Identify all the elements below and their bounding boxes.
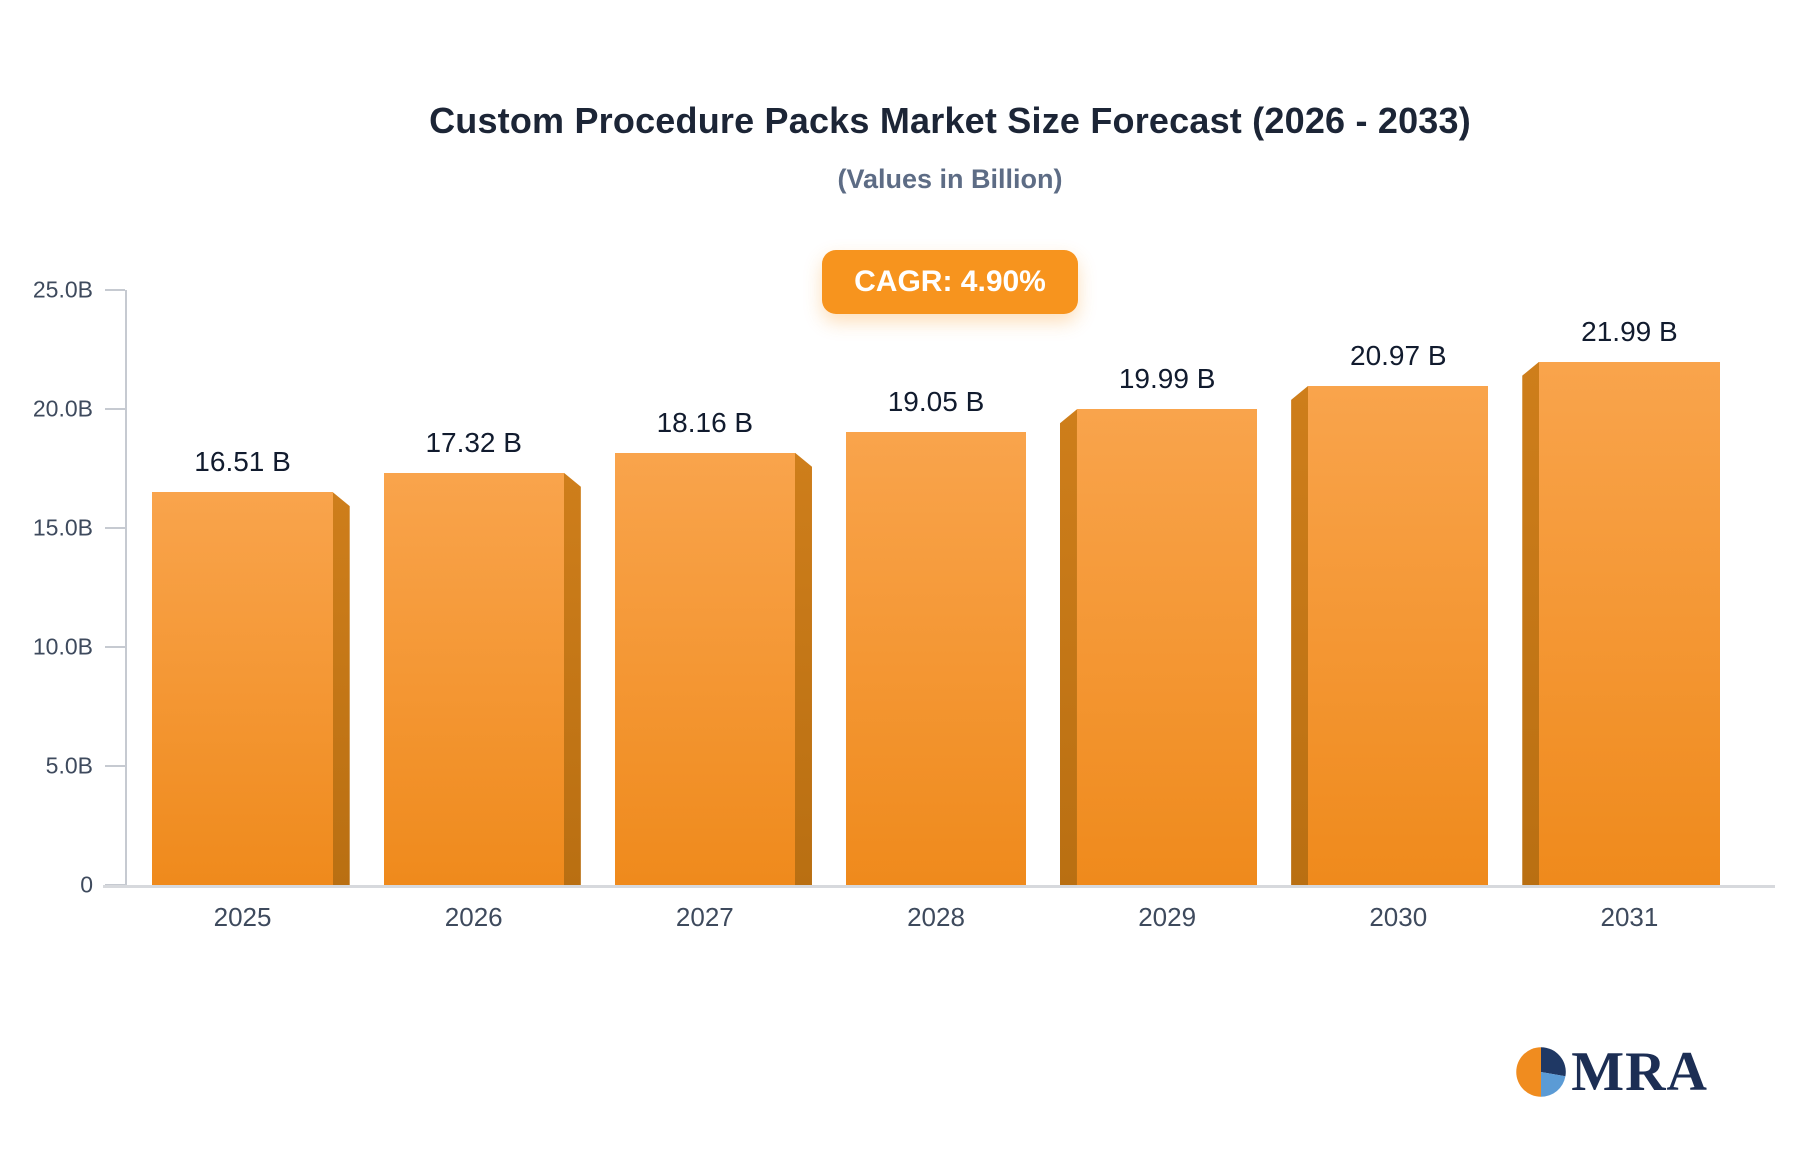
bar-slot: 20.97 B: [1283, 290, 1514, 885]
chart-header: Custom Procedure Packs Market Size Forec…: [125, 100, 1775, 195]
bar-2029: [1076, 409, 1258, 885]
y-axis-ticks: 25.0B 20.0B 15.0B 10.0B 5.0B 0: [0, 277, 125, 898]
bar-value-label: 17.32 B: [425, 426, 522, 458]
bar-2027: [614, 452, 795, 885]
bars: 16.51 B 17.32 B 18.16 B 19.05 B 19.99 B 20.97…: [127, 290, 1745, 885]
cagr-badge: CAGR: 4.90%: [822, 250, 1078, 314]
cagr-badge-row: CAGR: 4.90%: [125, 250, 1775, 314]
bar-slot: 17.32 B: [358, 290, 589, 885]
bar-2028: [845, 431, 1027, 885]
y-tick: [105, 527, 125, 529]
pie-slice-navy: [1541, 1047, 1567, 1077]
bar-value-label: 20.97 B: [1350, 339, 1447, 371]
bar-slot: 19.99 B: [1052, 290, 1283, 885]
y-tick-label: 20.0B: [32, 395, 93, 422]
x-axis-labels: 2025 2026 2027 2028 2029 2030 2031: [127, 902, 1745, 933]
bar-slot: 19.05 B: [820, 290, 1051, 885]
x-axis-label: 2026: [444, 902, 503, 932]
y-axis-line: [125, 290, 127, 885]
bar-value-label: 16.51 B: [194, 446, 291, 478]
bar-slot: 18.16 B: [589, 290, 820, 885]
y-tick-label: 0: [80, 871, 93, 898]
mra-logo: MRA: [1514, 1044, 1708, 1100]
x-axis-label: 2029: [1138, 902, 1197, 932]
bar-2031: [1539, 361, 1720, 885]
bar-value-label: 19.99 B: [1118, 363, 1216, 395]
x-axis-label: 2025: [213, 902, 272, 932]
y-tick-label: 15.0B: [32, 514, 93, 541]
bar-value-label: 19.05 B: [887, 385, 985, 417]
mra-logo-text: MRA: [1571, 1041, 1708, 1103]
bar-value-label: 21.99 B: [1581, 315, 1678, 347]
bar-value-label: 18.16 B: [656, 406, 754, 438]
x-axis-label: 2030: [1369, 902, 1428, 932]
bar-2030: [1308, 385, 1489, 885]
pie-slice-blue: [1541, 1072, 1566, 1097]
bar-slot: 16.51 B: [127, 290, 358, 885]
mra-logo-pie-icon: [1516, 1047, 1567, 1097]
x-axis-label: 2028: [907, 902, 965, 932]
y-tick: [105, 765, 125, 767]
y-tick-label: 5.0B: [45, 752, 93, 779]
chart-subtitle: (Values in Billion): [837, 164, 1063, 194]
y-tick: [105, 408, 125, 410]
y-tick-label: 10.0B: [32, 633, 93, 660]
y-tick-label: 25.0B: [32, 276, 93, 303]
pie-slice-orange: [1516, 1047, 1542, 1097]
bar-2026: [383, 472, 564, 885]
x-axis-baseline: [103, 885, 1775, 888]
chart-title: Custom Procedure Packs Market Size Forec…: [429, 100, 1471, 141]
y-tick: [105, 289, 125, 291]
x-axis-label: 2031: [1600, 902, 1659, 932]
bar-slot: 21.99 B: [1514, 290, 1745, 885]
bar-2025: [152, 492, 333, 885]
y-tick: [105, 646, 125, 648]
x-axis-label: 2027: [675, 902, 734, 932]
